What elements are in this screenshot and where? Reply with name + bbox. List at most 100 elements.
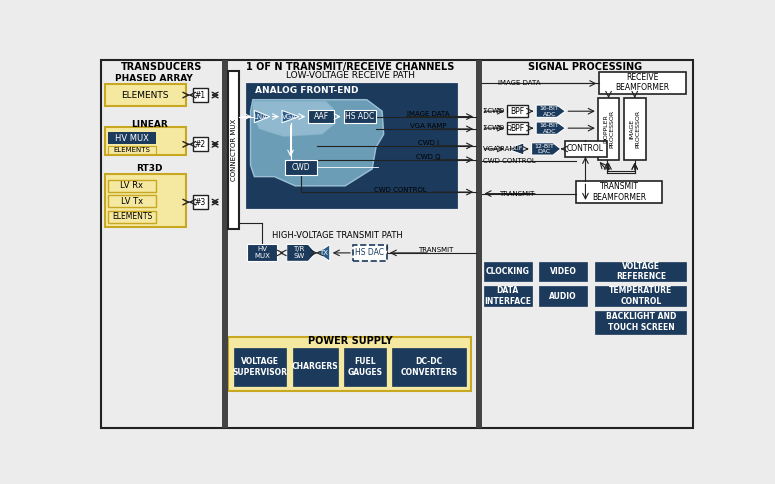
FancyBboxPatch shape [108,211,156,223]
Text: LV Rx: LV Rx [120,182,143,190]
Text: CWD CONTROL: CWD CONTROL [483,158,536,164]
Text: ELEMENTS: ELEMENTS [113,147,150,153]
Polygon shape [507,143,524,155]
Text: DATA
INTERFACE: DATA INTERFACE [484,287,531,306]
FancyBboxPatch shape [105,84,186,106]
Polygon shape [250,100,384,186]
Text: HV MUX: HV MUX [115,134,149,143]
FancyBboxPatch shape [193,88,208,102]
FancyBboxPatch shape [247,244,277,261]
Text: POWER SUPPLY: POWER SUPPLY [308,336,392,346]
Text: LOW-VOLTAGE RECEIVE PATH: LOW-VOLTAGE RECEIVE PATH [286,71,415,80]
FancyBboxPatch shape [507,122,529,134]
FancyBboxPatch shape [233,348,286,386]
FancyBboxPatch shape [343,348,386,386]
FancyBboxPatch shape [193,195,208,209]
Text: #1: #1 [195,91,206,100]
Text: SIGNAL PROCESSING: SIGNAL PROCESSING [529,62,642,72]
Text: ELEMENTS: ELEMENTS [121,91,169,100]
FancyBboxPatch shape [598,98,619,160]
FancyBboxPatch shape [285,160,318,175]
FancyBboxPatch shape [108,180,156,192]
Text: LV Tx: LV Tx [121,197,143,206]
Polygon shape [254,110,270,123]
Polygon shape [318,244,330,261]
Text: TX: TX [319,250,328,256]
Text: BPF: BPF [511,123,525,133]
Text: VOLTAGE
SUPERVISOR: VOLTAGE SUPERVISOR [232,357,288,377]
Text: VGA RAMP: VGA RAMP [410,123,446,129]
Text: 12-BIT
DAC: 12-BIT DAC [534,144,554,154]
Text: FUEL
GAUGES: FUEL GAUGES [347,357,382,377]
Polygon shape [253,101,336,136]
FancyBboxPatch shape [595,286,687,306]
Text: HV
MUX: HV MUX [254,246,270,259]
FancyBboxPatch shape [595,262,687,281]
Text: #3: #3 [195,197,206,207]
Text: IMAGE DATA: IMAGE DATA [407,110,449,117]
Text: BUF: BUF [511,147,523,151]
FancyBboxPatch shape [507,105,529,117]
FancyBboxPatch shape [565,141,607,157]
FancyBboxPatch shape [105,174,186,227]
Text: DC-DC
CONVERTERS: DC-DC CONVERTERS [401,357,458,377]
Text: CWD I: CWD I [418,140,439,146]
Text: CWD: CWD [292,163,311,172]
Text: LNA: LNA [253,114,267,120]
Polygon shape [536,105,566,117]
Text: IMAGE
PROCESSOR: IMAGE PROCESSOR [629,110,640,148]
FancyBboxPatch shape [246,84,456,208]
Text: CHARGERS: CHARGERS [292,363,339,371]
Text: VOLTAGE
REFERENCE: VOLTAGE REFERENCE [616,262,666,281]
FancyBboxPatch shape [595,311,687,334]
Text: ANALOG FRONT-END: ANALOG FRONT-END [255,86,359,95]
Text: ΣCWD Q: ΣCWD Q [483,125,512,131]
Text: BPF: BPF [511,106,525,116]
Text: #2: #2 [195,140,206,149]
Text: RT3D: RT3D [136,165,163,173]
Text: DOPPLER
PROCESSOR: DOPPLER PROCESSOR [603,110,614,148]
FancyBboxPatch shape [308,110,335,123]
FancyBboxPatch shape [108,146,156,153]
FancyBboxPatch shape [484,262,532,281]
FancyBboxPatch shape [108,132,156,144]
Text: 16-BIT
ADC: 16-BIT ADC [539,123,559,134]
FancyBboxPatch shape [228,71,239,229]
FancyBboxPatch shape [392,348,466,386]
Text: LINEAR: LINEAR [131,120,168,129]
FancyBboxPatch shape [539,262,587,281]
Text: 16-BIT
ADC: 16-BIT ADC [539,106,559,117]
FancyBboxPatch shape [105,127,186,155]
Text: T/R
SW: T/R SW [293,246,305,259]
FancyBboxPatch shape [624,98,646,160]
FancyBboxPatch shape [193,137,208,151]
Text: TEMPERATURE
CONTROL: TEMPERATURE CONTROL [609,287,673,306]
Text: BACKLIGHT AND
TOUCH SCREEN: BACKLIGHT AND TOUCH SCREEN [606,313,676,332]
Text: AUDIO: AUDIO [549,291,577,301]
Text: VGA: VGA [281,114,297,120]
FancyBboxPatch shape [101,60,694,428]
Text: ELEMENTS: ELEMENTS [112,212,152,221]
Text: TRANSDUCERS: TRANSDUCERS [121,62,202,72]
FancyBboxPatch shape [476,60,481,428]
FancyBboxPatch shape [228,337,471,391]
FancyBboxPatch shape [577,182,663,203]
Text: PHASED ARRAY: PHASED ARRAY [115,75,193,83]
Text: CONNECTOR MUX: CONNECTOR MUX [231,119,236,181]
Text: VIDEO: VIDEO [549,267,577,276]
FancyBboxPatch shape [539,286,587,306]
Text: HIGH-VOLTAGE TRANSMIT PATH: HIGH-VOLTAGE TRANSMIT PATH [272,231,403,240]
Text: CWD CONTROL: CWD CONTROL [374,187,427,193]
Text: 1 OF N TRANSMIT/RECEIVE CHANNELS: 1 OF N TRANSMIT/RECEIVE CHANNELS [246,62,455,72]
Polygon shape [532,143,561,155]
FancyBboxPatch shape [108,195,156,208]
Text: ΣCWD I: ΣCWD I [483,108,508,114]
Text: IMAGE DATA: IMAGE DATA [498,80,540,87]
FancyBboxPatch shape [484,286,532,306]
Text: TRANSMIT: TRANSMIT [499,191,535,197]
Text: CONTROL: CONTROL [567,144,604,153]
Text: CWD Q: CWD Q [416,153,441,160]
Polygon shape [536,122,566,134]
Text: CLOCKING: CLOCKING [486,267,529,276]
FancyBboxPatch shape [293,348,338,386]
